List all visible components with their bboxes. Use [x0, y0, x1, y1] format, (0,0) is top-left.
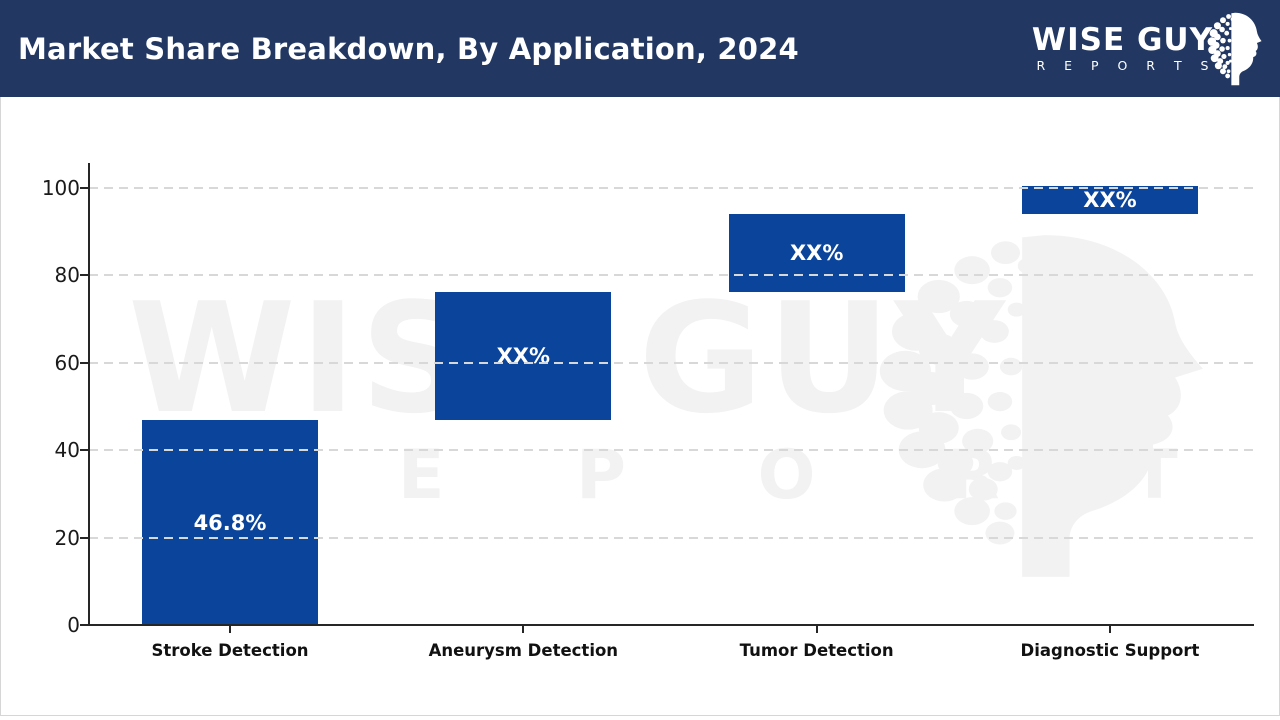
y-tick-label-40: 40	[54, 438, 80, 462]
gridline-20	[89, 536, 1253, 539]
wiseguy-head-watermark-icon	[879, 235, 1203, 577]
bar-aneurysm-detection: XX%	[435, 292, 612, 421]
y-tick-mark-100	[80, 186, 89, 189]
wiseguy-logo: WISE GUY R E P O R T S	[1029, 10, 1266, 88]
bar-value-label: 46.8%	[193, 510, 267, 535]
bar-value-label: XX%	[1083, 187, 1137, 212]
bar-tumor-detection: XX%	[728, 214, 905, 293]
wiseguy-logo-text: WISE GUY R E P O R T S	[1029, 21, 1216, 73]
header-bar: Market Share Breakdown, By Application, …	[0, 0, 1280, 97]
x-tick-mark-0	[229, 626, 231, 633]
bar-stroke-detection: 46.8%	[142, 420, 318, 625]
x-tick-mark-3	[1108, 626, 1111, 633]
bar-diagnostic-support: XX%	[1021, 185, 1198, 215]
bar-value-label: XX%	[496, 344, 551, 369]
y-tick-mark-0	[80, 624, 89, 626]
gridline-80	[89, 274, 1253, 276]
y-tick-label-80: 80	[54, 263, 80, 287]
x-category-label-3: Diagnostic Support	[1020, 641, 1200, 660]
y-tick-label-60: 60	[54, 350, 80, 375]
y-axis-spine	[88, 163, 90, 626]
gridline-40	[89, 449, 1253, 451]
gridline-100	[89, 186, 1253, 189]
wiseguy-head-icon	[1207, 12, 1262, 85]
y-tick-label-0: 0	[67, 613, 80, 637]
gridline-60	[89, 361, 1253, 364]
x-category-label-0: Stroke Detection	[151, 641, 309, 660]
y-tick-mark-20	[80, 536, 89, 539]
page-title: Market Share Breakdown, By Application, …	[18, 31, 799, 66]
bar-value-label: XX%	[789, 241, 844, 266]
x-tick-mark-1	[522, 626, 525, 633]
y-tick-label-100: 100	[41, 175, 80, 200]
logo-wordmark: WISE GUY	[1031, 21, 1214, 58]
logo-subtitle: R E P O R T S	[1036, 57, 1216, 73]
y-tick-mark-40	[80, 449, 89, 451]
x-category-label-2: Tumor Detection	[739, 641, 894, 660]
y-tick-mark-80	[80, 274, 89, 276]
x-axis-spine	[88, 624, 1254, 626]
x-tick-mark-2	[815, 626, 818, 633]
y-tick-label-20: 20	[54, 525, 80, 550]
y-tick-mark-60	[80, 361, 89, 364]
x-category-label-1: Aneurysm Detection	[428, 641, 619, 660]
